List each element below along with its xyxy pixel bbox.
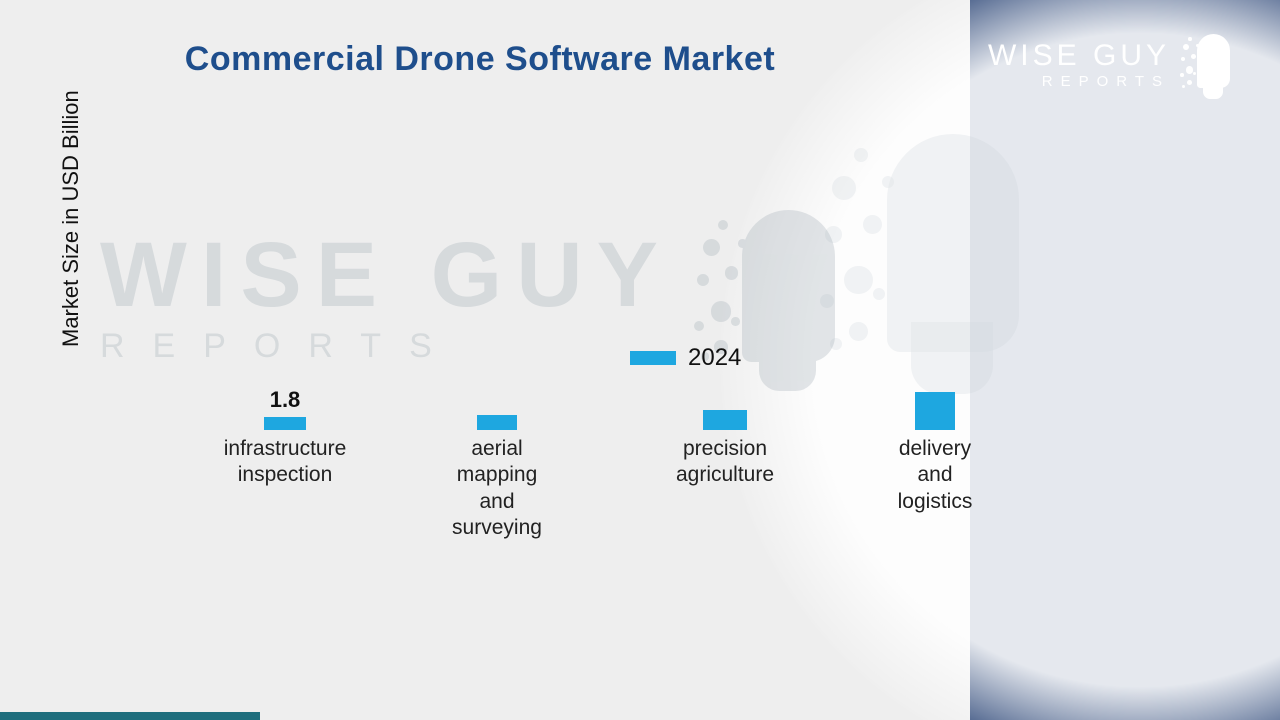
bar-label: precisionagriculture [640,436,810,489]
y-axis-label: Market Size in USD Billion [58,90,84,347]
bar-label: infrastructureinspection [200,436,370,489]
bar-precision: precisionagriculture [640,410,810,430]
bar-label: deliveryandlogistics [860,436,1010,515]
bar-rect [264,417,306,430]
bar-infrastructure: 1.8infrastructureinspection [200,387,370,430]
bar-rect [477,415,517,430]
brand-text-block: WISE GUY REPORTS [988,41,1170,90]
brand-main-text: WISE GUY [988,41,1170,71]
bar-label: aerialmappingandsurveying [422,436,572,541]
chart-title: Commercial Drone Software Market [0,40,960,79]
bar-value: 1.8 [200,387,370,413]
stage: WISE GUY REPORTS Commercial Drone Softwa… [0,0,1280,720]
brand-sub-text: REPORTS [988,73,1170,90]
bar-rect [703,410,747,430]
bar-rect [915,392,955,430]
bottom-strip [0,712,260,720]
brand-logo: WISE GUY REPORTS [988,30,1240,100]
bar-delivery: deliveryandlogistics [860,392,1010,430]
bar-aerial: aerialmappingandsurveying [422,415,572,430]
brand-head-icon [1180,30,1240,100]
chart-area: 1.8infrastructureinspectionaerialmapping… [100,150,1000,580]
